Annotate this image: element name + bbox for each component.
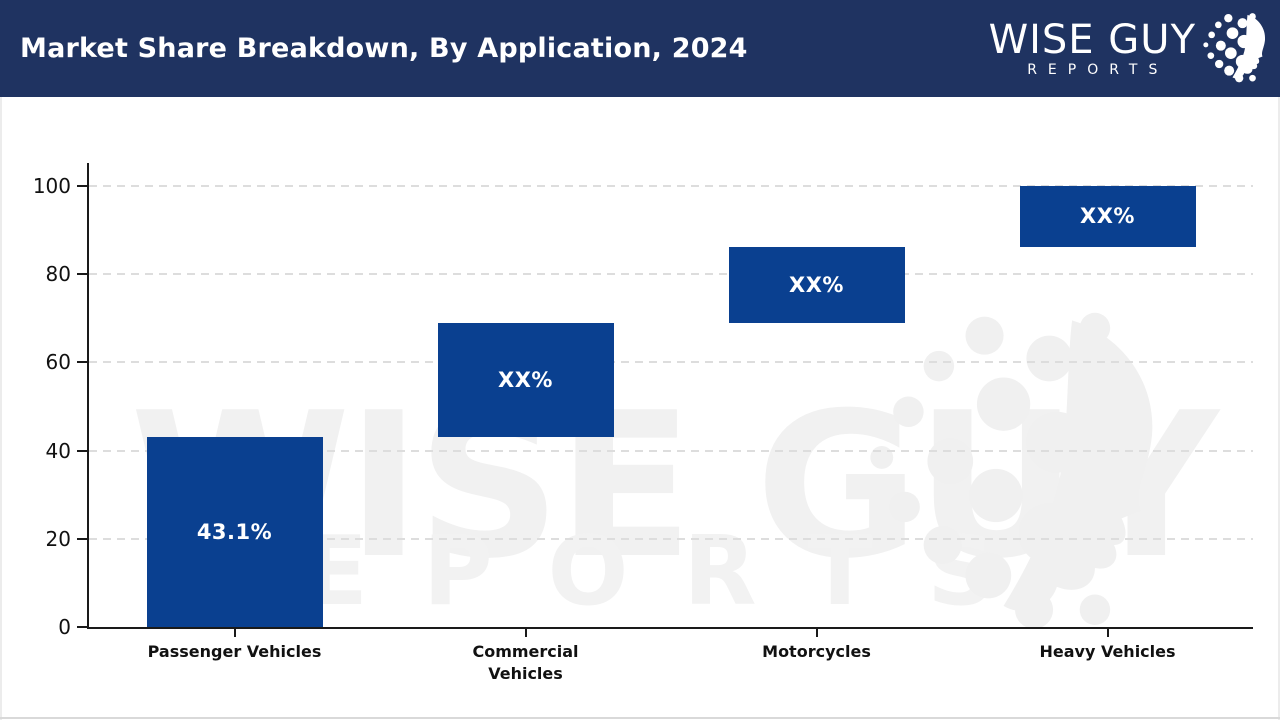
x-tick-mark <box>815 629 818 637</box>
y-tick-mark <box>77 449 87 452</box>
y-tick-mark <box>77 626 87 628</box>
x-axis-line <box>87 627 1253 629</box>
header-bar: Market Share Breakdown, By Application, … <box>0 0 1280 97</box>
logo-head-icon <box>1203 12 1266 82</box>
bar-value-label: XX% <box>789 272 844 297</box>
page-border-bottom <box>0 717 1280 719</box>
y-tick-label: 20 <box>45 526 71 551</box>
y-tick-label: 40 <box>45 438 71 463</box>
waterfall-bar: XX% <box>437 322 614 437</box>
bar-value-label: XX% <box>498 367 553 392</box>
gridline <box>89 449 1253 452</box>
y-tick-label: 0 <box>58 615 71 639</box>
y-tick-mark <box>77 537 87 540</box>
y-tick-label: 100 <box>32 173 71 198</box>
logo-text: WISE GUY REPORTS <box>989 20 1196 77</box>
waterfall-bar: XX% <box>728 246 905 323</box>
y-tick-mark <box>77 361 87 364</box>
x-axis-category-label: Commercial Vehicles <box>472 642 579 683</box>
x-tick-mark <box>233 629 236 637</box>
gridline <box>89 184 1253 187</box>
gridline <box>89 361 1253 364</box>
y-tick-label: 60 <box>45 350 71 375</box>
page-border-left <box>0 0 2 720</box>
logo-wiseguy-text: WISE GUY <box>988 17 1196 63</box>
gridline <box>89 273 1253 276</box>
y-axis-line <box>87 163 89 629</box>
y-tick-label: 80 <box>45 262 71 287</box>
plot-area: 0 20 40 60 80 100 43.1% Passenger Vehicles XX% Co… <box>33 163 1253 683</box>
logo-reports-text: REPORTS <box>1027 62 1169 78</box>
y-tick-mark <box>77 184 87 187</box>
wiseguy-logo: WISE GUY REPORTS <box>989 11 1270 87</box>
x-axis-category-label: Passenger Vehicles <box>147 642 322 661</box>
x-axis-category-label: Heavy Vehicles <box>1039 642 1176 661</box>
x-tick-mark <box>1106 629 1109 637</box>
bar-value-label: 43.1% <box>196 519 273 544</box>
waterfall-bar: XX% <box>1019 185 1196 247</box>
x-tick-mark <box>524 629 527 637</box>
chart-title: Market Share Breakdown, By Application, … <box>20 33 748 64</box>
x-axis-category-label: Motorcycles <box>762 642 871 661</box>
waterfall-bar: 43.1% <box>146 436 323 627</box>
page-border-right <box>1278 0 1280 720</box>
waterfall-chart: WISE GUY REPORTS 0 20 40 60 80 100 43.1% Passen… <box>0 97 1280 720</box>
gridline <box>89 537 1253 540</box>
bar-value-label: XX% <box>1080 204 1135 229</box>
y-tick-mark <box>77 273 87 276</box>
